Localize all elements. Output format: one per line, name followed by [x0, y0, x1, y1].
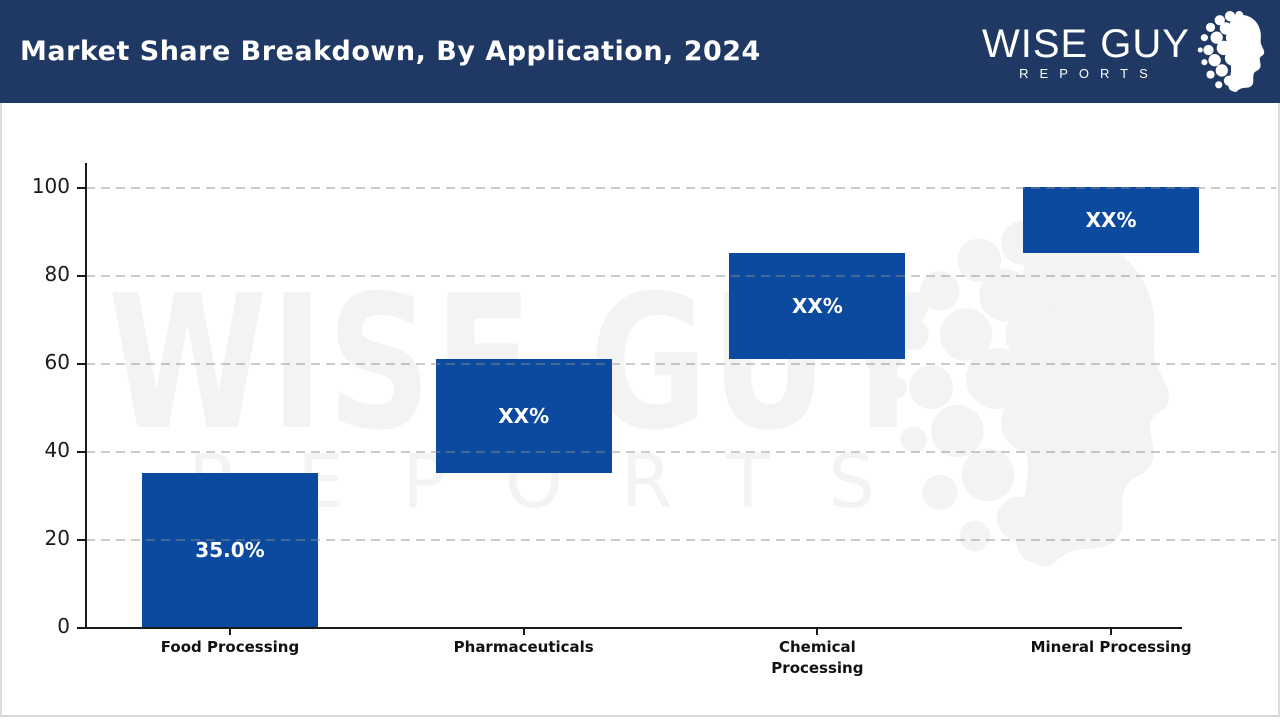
x-axis-tick	[229, 627, 231, 635]
logo-wordmark: WISE GUY	[981, 21, 1190, 66]
bar-food-processing: 35.0%	[142, 473, 318, 627]
y-axis-tick-label: 40	[44, 438, 70, 462]
bar-mineral-processing: XX%	[1023, 187, 1200, 253]
x-axis-tick	[522, 627, 525, 635]
bar-value-label: XX%	[791, 293, 843, 318]
gridline	[86, 451, 1276, 453]
y-axis-tick	[77, 451, 85, 453]
y-axis-tick-label: 60	[44, 350, 70, 374]
y-axis-tick-label: 80	[44, 262, 70, 286]
y-axis-tick-label: 20	[44, 526, 70, 550]
bar-chemical-processing: XX%	[729, 253, 906, 359]
canvas-border-left	[0, 103, 2, 716]
x-axis-category-label: Pharmaceuticals	[453, 638, 594, 656]
bar-value-label: XX%	[498, 403, 550, 428]
x-axis-category-label: Chemical Processing	[771, 638, 864, 677]
chart-title: Market Share Breakdown, By Application, …	[20, 36, 761, 67]
bar-value-label: 35.0%	[195, 538, 265, 562]
y-axis-tick	[77, 363, 85, 365]
y-axis-tick	[77, 187, 85, 189]
x-axis-category-label: Mineral Processing	[1030, 638, 1192, 656]
watermark-face-icon	[885, 221, 1170, 567]
y-axis-line	[85, 163, 87, 629]
y-axis-tick-label: 100	[31, 174, 70, 198]
wiseguy-logo: WISE GUY REPORTS	[982, 6, 1266, 98]
gridline	[86, 363, 1276, 365]
x-axis-tick	[816, 627, 819, 635]
logo-subtitle: REPORTS	[1019, 65, 1159, 81]
canvas-border-bottom	[0, 715, 1280, 717]
canvas-border-right	[1278, 103, 1280, 716]
bar-value-label: XX%	[1085, 208, 1137, 232]
y-axis-tick	[77, 627, 85, 629]
y-axis-tick-label: 0	[57, 614, 70, 638]
header-bar: Market Share Breakdown, By Application, …	[0, 0, 1280, 103]
y-axis-tick	[77, 275, 85, 277]
gridline	[86, 275, 1276, 277]
x-axis-category-label: Food Processing	[160, 638, 300, 656]
bar-pharmaceuticals: XX%	[435, 358, 612, 473]
wiseguy-face-icon	[1197, 11, 1265, 92]
y-axis-tick	[77, 539, 85, 541]
x-axis-tick	[1110, 627, 1113, 635]
gridline	[86, 187, 1276, 189]
gridline	[86, 539, 1276, 541]
logo-text: WISE GUY REPORTS	[982, 24, 1190, 81]
x-axis-line	[85, 627, 1182, 629]
